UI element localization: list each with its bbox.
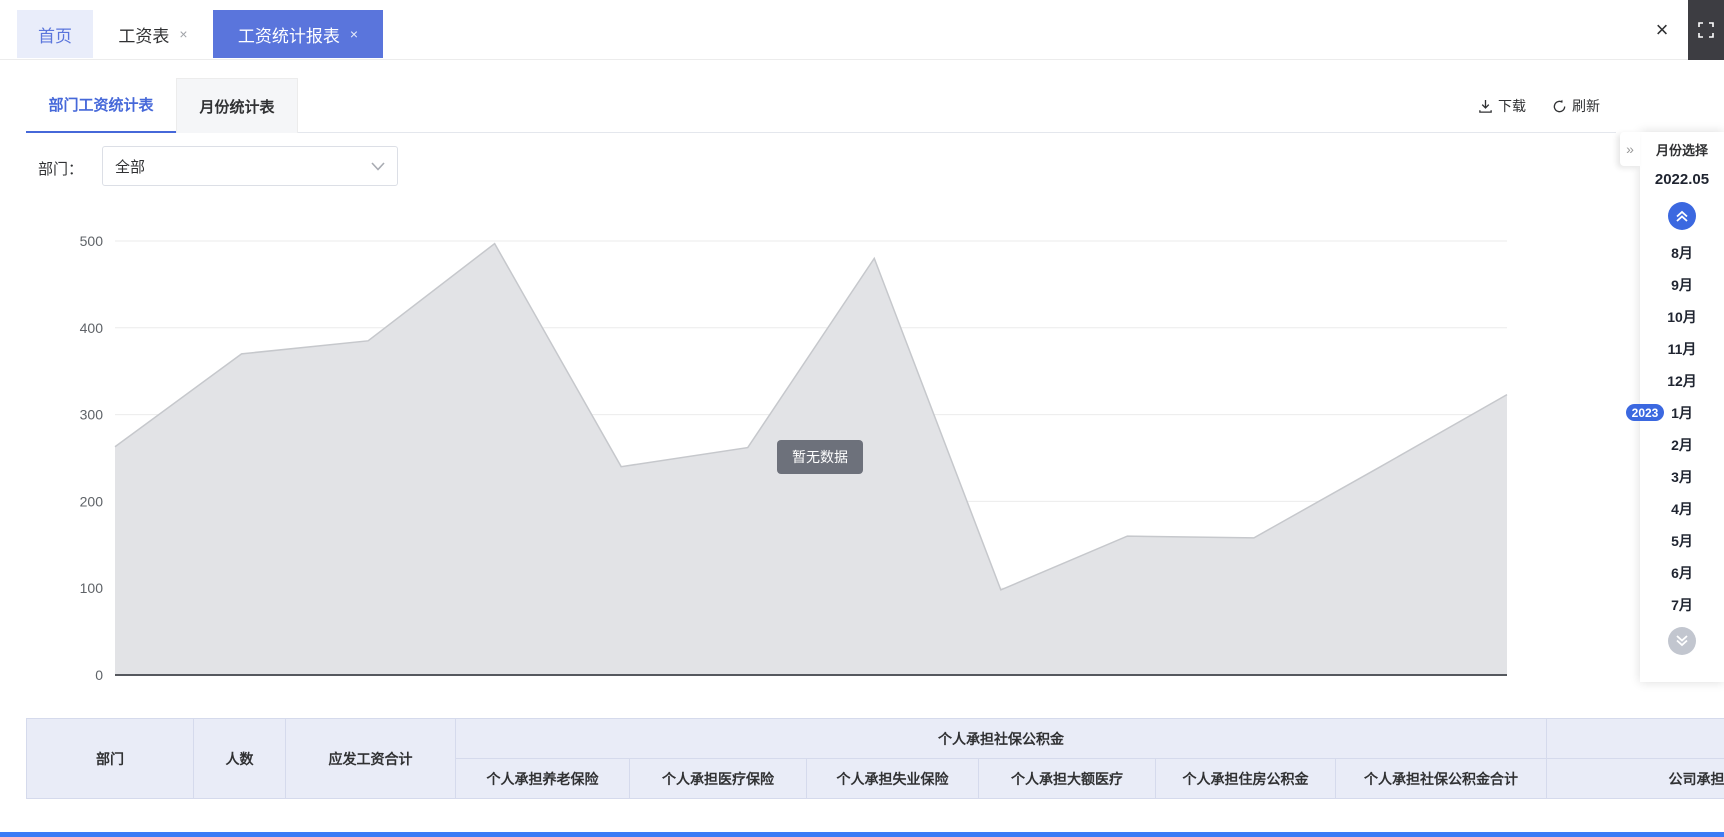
month-item[interactable]: 5月	[1671, 533, 1693, 549]
table-subheader-cell: 个人承担住房公积金	[1155, 758, 1336, 799]
table-header-cell: 部门	[26, 718, 194, 799]
subtab-divider	[26, 132, 1616, 133]
refresh-button[interactable]: 刷新	[1552, 96, 1600, 116]
department-select-value: 全部	[115, 158, 146, 176]
month-item[interactable]: 9月	[1671, 277, 1693, 293]
svg-text:400: 400	[80, 320, 104, 336]
month-panel-title: 月份选择	[1655, 143, 1708, 158]
bottom-accent-bar	[0, 832, 1724, 837]
subtab-label: 月份统计表	[199, 98, 275, 116]
tab-salary-label: 工资表	[118, 26, 170, 46]
table-empty-row	[26, 798, 1724, 833]
table-subheader-cell: 个人承担社保公积金合计	[1335, 758, 1547, 799]
tab-salary-sheet[interactable]: 工资表 ×	[93, 10, 213, 58]
month-item[interactable]: 11月	[1667, 341, 1697, 357]
tab-home-label: 首页	[38, 26, 72, 46]
table-subheader-cell: 个人承担养老保险	[455, 758, 630, 799]
table-header-cell: 人数	[193, 718, 286, 799]
table-subheader-cell: 个人承担医疗保险	[629, 758, 807, 799]
month-item[interactable]: 8月	[1671, 245, 1693, 261]
scroll-up-button[interactable]	[1668, 202, 1696, 230]
top-tab-bar: 首页 工资表 × 工资统计报表 × ×	[0, 0, 1724, 60]
refresh-icon	[1553, 99, 1566, 112]
tab-department-salary-stats[interactable]: 部门工资统计表	[26, 78, 176, 133]
table-header-cell: 应发工资合计	[285, 718, 456, 799]
chart-toolbar: 下载 刷新	[1478, 96, 1600, 116]
month-item[interactable]: 1月	[1671, 405, 1693, 421]
double-chevron-down-icon	[1676, 635, 1688, 647]
month-item[interactable]: 2月	[1671, 437, 1693, 453]
subtab-label: 部门工资统计表	[48, 97, 154, 114]
month-item[interactable]: 12月	[1667, 373, 1697, 389]
table-empty-cell	[26, 798, 1724, 833]
download-icon	[1479, 99, 1492, 113]
svg-text:500: 500	[80, 233, 104, 249]
no-data-badge: 暂无数据	[777, 440, 863, 474]
close-icon[interactable]: ×	[1655, 17, 1669, 42]
month-item[interactable]: 7月	[1671, 597, 1693, 613]
refresh-label: 刷新	[1572, 98, 1600, 114]
double-chevron-up-icon	[1676, 210, 1688, 222]
year-badge: 2023	[1626, 404, 1664, 421]
subtab-bar: 部门工资统计表 月份统计表	[26, 78, 298, 133]
table-group-header-trailing	[1546, 718, 1724, 759]
month-item[interactable]: 3月	[1671, 469, 1693, 485]
table-subheader-trailing: 公司承担	[1546, 758, 1724, 799]
month-item[interactable]: 6月	[1671, 565, 1693, 581]
tab-salary-report[interactable]: 工资统计报表 ×	[213, 10, 383, 58]
svg-text:0: 0	[95, 667, 103, 683]
month-item[interactable]: 4月	[1671, 501, 1693, 517]
month-item[interactable]: 10月	[1667, 309, 1697, 325]
download-label: 下载	[1498, 98, 1526, 114]
tab-close-icon[interactable]: ×	[179, 26, 188, 42]
chevron-down-icon	[371, 161, 385, 171]
fullscreen-icon	[1698, 22, 1714, 38]
download-button[interactable]: 下载	[1478, 96, 1526, 116]
table-subheader-cell: 个人承担大额医疗	[978, 758, 1156, 799]
salary-summary-table: 部门 人数 应发工资合计 个人承担社保公积金 个人承担养老保险 个人承担医疗保险 个人承担…	[26, 718, 1724, 833]
month-selector-panel: » 月份选择 2022.05 8月 9月 10月 11月 12月 1月 2月 3月 4月 5月 6月…	[1620, 132, 1724, 682]
salary-area-chart: 0 100 200 300 400 500 暂无数据	[20, 215, 1520, 685]
chart-canvas: 0 100 200 300 400 500	[80, 233, 1508, 683]
tab-home[interactable]: 首页	[17, 10, 93, 58]
tab-close-icon[interactable]: ×	[349, 26, 359, 42]
table-group-header: 个人承担社保公积金	[455, 718, 1547, 759]
department-select[interactable]: 全部	[102, 146, 398, 186]
svg-text:300: 300	[80, 407, 104, 423]
scroll-down-button[interactable]	[1668, 627, 1696, 655]
department-filter-label: 部门：	[38, 161, 84, 178]
svg-text:200: 200	[80, 493, 104, 509]
month-list: 8月 9月 10月 11月 12月 1月 2月 3月 4月 5月 6月 7月	[1640, 237, 1724, 621]
tab-report-label: 工资统计报表	[237, 26, 340, 46]
collapse-icon: »	[1626, 141, 1634, 157]
summary-table: 部门 人数 应发工资合计 个人承担社保公积金 个人承担养老保险 个人承担医疗保险 个人承担…	[26, 718, 1724, 833]
current-month-value: 2022.05	[1654, 171, 1710, 188]
panel-collapse-button[interactable]: »	[1620, 132, 1640, 166]
svg-text:100: 100	[80, 580, 104, 596]
tab-month-stats[interactable]: 月份统计表	[176, 78, 298, 133]
fullscreen-button[interactable]	[1688, 0, 1724, 60]
table-subheader-cell: 个人承担失业保险	[806, 758, 979, 799]
